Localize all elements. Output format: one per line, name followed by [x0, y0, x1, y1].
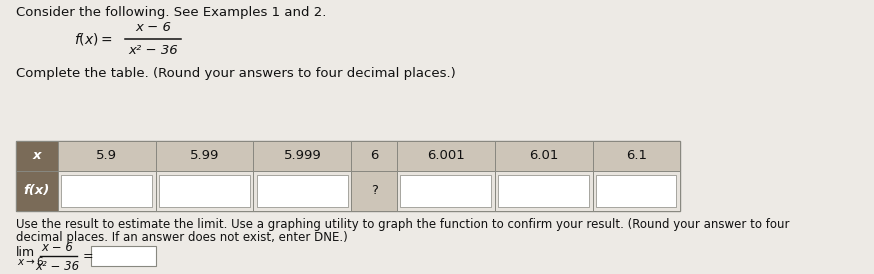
- Text: x² − 36: x² − 36: [36, 260, 80, 273]
- Bar: [91, 246, 156, 266]
- Text: 6.001: 6.001: [427, 149, 465, 162]
- Text: x − 6: x − 6: [42, 241, 73, 254]
- Bar: [253, 171, 351, 210]
- Bar: [397, 141, 495, 171]
- Bar: [495, 141, 593, 171]
- Text: 5.9: 5.9: [96, 149, 117, 162]
- Bar: [156, 171, 253, 210]
- Text: f(x): f(x): [24, 184, 50, 197]
- Text: 6.01: 6.01: [529, 149, 558, 162]
- Bar: [593, 171, 680, 210]
- Bar: [495, 171, 593, 210]
- Text: 5.999: 5.999: [283, 149, 322, 162]
- Bar: [257, 175, 348, 207]
- Text: Consider the following. See Examples 1 and 2.: Consider the following. See Examples 1 a…: [16, 6, 326, 19]
- Text: ?: ?: [371, 184, 378, 197]
- Bar: [400, 175, 491, 207]
- Bar: [593, 141, 680, 171]
- Text: lim: lim: [16, 246, 35, 259]
- Bar: [351, 141, 397, 171]
- Bar: [596, 175, 676, 207]
- Text: 6: 6: [370, 149, 378, 162]
- Bar: [159, 175, 250, 207]
- Text: Use the result to estimate the limit. Use a graphing utility to graph the functi: Use the result to estimate the limit. Us…: [16, 218, 789, 232]
- Text: 6.1: 6.1: [626, 149, 647, 162]
- Text: decimal places. If an answer does not exist, enter DNE.): decimal places. If an answer does not ex…: [16, 232, 348, 244]
- Text: x: x: [32, 149, 41, 162]
- Text: $f(x)=$: $f(x)=$: [74, 31, 113, 47]
- Bar: [156, 141, 253, 171]
- Bar: [58, 171, 156, 210]
- Bar: [58, 141, 156, 171]
- Text: 5.99: 5.99: [190, 149, 219, 162]
- Bar: [397, 171, 495, 210]
- Bar: [61, 175, 152, 207]
- Text: x² − 36: x² − 36: [128, 44, 177, 57]
- Bar: [253, 141, 351, 171]
- Bar: [498, 175, 589, 207]
- Text: x − 6: x − 6: [135, 21, 171, 34]
- Text: =: =: [82, 250, 93, 263]
- Bar: [16, 141, 680, 210]
- Bar: [16, 171, 58, 210]
- Bar: [351, 171, 397, 210]
- Bar: [16, 141, 58, 171]
- Text: Complete the table. (Round your answers to four decimal places.): Complete the table. (Round your answers …: [16, 67, 455, 79]
- Text: $x{\rightarrow}6$: $x{\rightarrow}6$: [17, 255, 44, 267]
